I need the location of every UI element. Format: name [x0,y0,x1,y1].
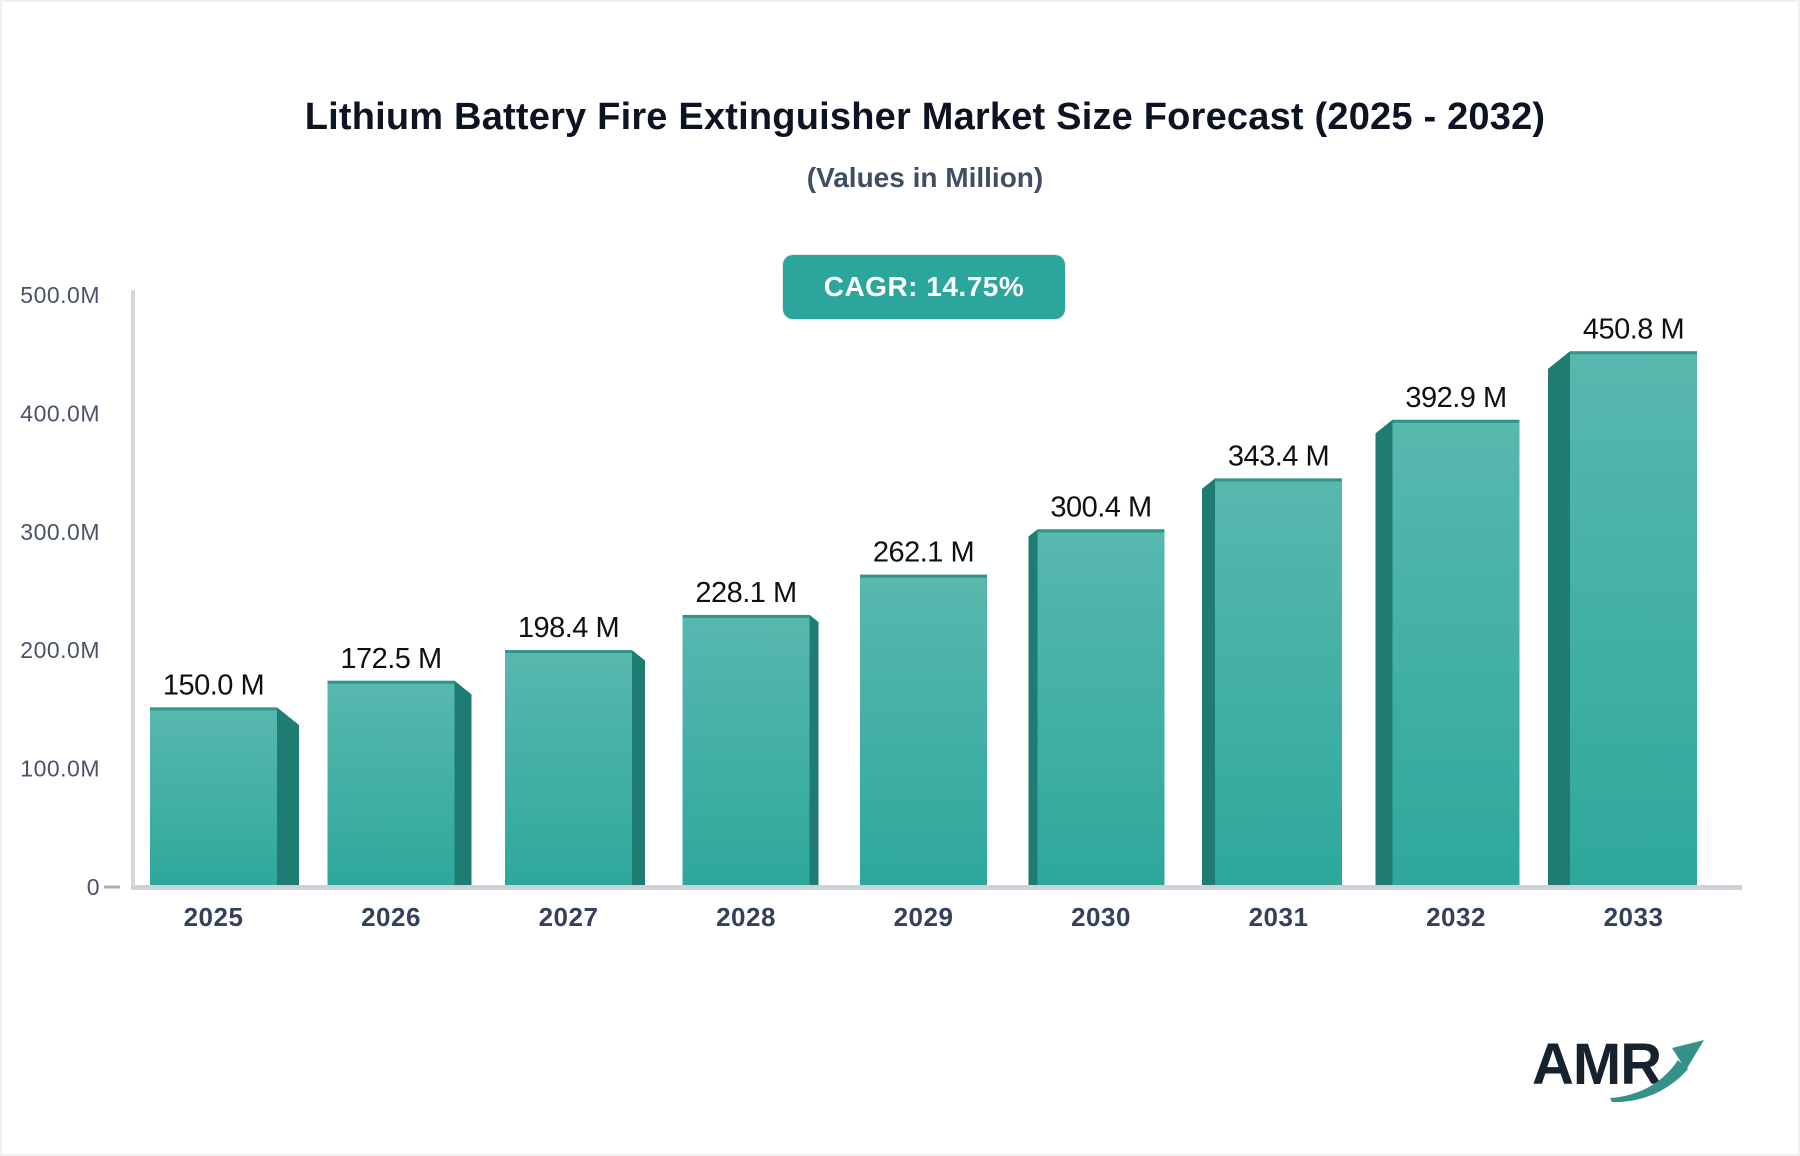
bar-value-label: 262.1 M [873,537,974,569]
bar-side-face [277,707,299,885]
chart-subtitle: (Values in Million) [806,162,1044,193]
x-axis-category-label: 2026 [361,902,421,932]
bar-top-edge [150,707,277,711]
bar-side-face [1202,478,1215,885]
y-tick-label: 500.0M [20,282,100,308]
x-axis-category-label: 2030 [1071,902,1131,932]
bar-front-face [1570,351,1697,885]
bar-2026: 172.5 M 2026 [327,643,472,932]
page-title: Lithium Battery Fire Extinguisher Market… [304,96,1546,138]
amr-logo-text: AMR [1532,1032,1662,1097]
cagr-badge-label: CAGR: 14.75% [823,271,1025,302]
bar-top-edge [1570,351,1697,355]
x-axis-category-label: 2027 [539,902,599,932]
y-tick-label: 200.0M [20,637,100,663]
bar-value-label: 392.9 M [1405,382,1506,414]
bar-front-face [150,707,277,885]
bar-value-label: 343.4 M [1228,440,1329,472]
bar-front-face [505,650,632,885]
bar-top-edge [327,680,455,684]
bar-side-face [1028,529,1038,885]
bar-2033: 450.8 M 2033 [1548,313,1697,932]
bar-side-face [809,614,819,885]
bar-front-face [1037,529,1165,885]
y-tick-label: 100.0M [20,756,100,782]
bar-value-label: 450.8 M [1583,313,1684,345]
bar-front-face [860,574,987,885]
growth-arrow-icon [1610,1040,1704,1102]
bar-front-face [1392,419,1520,885]
bar-top-edge [1037,529,1165,533]
bar-top-edge [505,650,632,654]
bar-top-edge [682,614,810,618]
bar-side-face [454,680,472,885]
bar-side-face [632,650,645,885]
y-tick-label: 400.0M [20,400,100,426]
bar-value-label: 300.4 M [1050,491,1151,523]
y-tick-label: 0 [87,874,100,900]
x-axis-category-label: 2032 [1426,902,1486,932]
bar-side-face [1375,419,1393,885]
bar-2027: 198.4 M 2027 [505,612,645,932]
bar-top-edge [860,574,987,578]
bar-value-label: 198.4 M [518,612,619,644]
bar-2032: 392.9 M 2032 [1375,382,1520,932]
bar-front-face [1215,478,1342,885]
bar-top-edge [1215,478,1342,482]
x-axis-category-label: 2029 [894,902,954,932]
bar-value-label: 228.1 M [695,577,796,609]
y-axis-ticks: 0 100.0M 200.0M 300.0M 400.0M 500.0M [20,282,120,900]
bar-2029: 262.1 M 2029 [860,537,987,932]
bar-front-face [327,680,455,885]
cagr-badge: CAGR: 14.75% [783,255,1065,319]
bar-value-label: 150.0 M [163,669,264,701]
x-axis-category-label: 2031 [1249,902,1309,932]
y-tick-label: 300.0M [20,519,100,545]
amr-logo: AMR [1532,1030,1732,1106]
bar-2030: 300.4 M 2030 [1028,491,1165,932]
bar-2028: 228.1 M 2028 [682,577,819,932]
bar-value-label: 172.5 M [340,643,441,675]
x-axis-category-label: 2033 [1604,902,1664,932]
bar-2025: 150.0 M 2025 [150,669,299,932]
bar-front-face [682,614,810,885]
bar-2031: 343.4 M 2031 [1202,440,1342,932]
x-axis-category-label: 2025 [184,902,244,932]
bar-top-edge [1392,419,1520,423]
x-axis-category-label: 2028 [716,902,776,932]
bar-side-face [1548,351,1570,885]
